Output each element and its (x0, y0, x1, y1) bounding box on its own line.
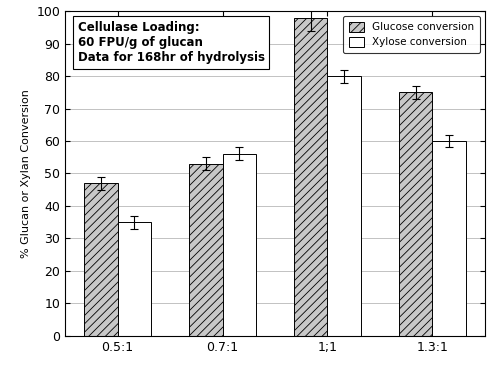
Legend: Glucose conversion, Xylose conversion: Glucose conversion, Xylose conversion (344, 16, 480, 53)
Text: Cellulase Loading:
60 FPU/g of glucan
Data for 168hr of hydrolysis: Cellulase Loading: 60 FPU/g of glucan Da… (78, 21, 264, 64)
Bar (189, 164, 222, 336)
Bar (328, 76, 361, 336)
Bar (222, 154, 256, 336)
Y-axis label: % Glucan or Xylan Conversion: % Glucan or Xylan Conversion (20, 89, 30, 258)
Bar (432, 141, 466, 336)
Bar (118, 222, 151, 336)
Bar (399, 92, 432, 336)
Bar (294, 18, 328, 336)
Bar (84, 183, 117, 336)
